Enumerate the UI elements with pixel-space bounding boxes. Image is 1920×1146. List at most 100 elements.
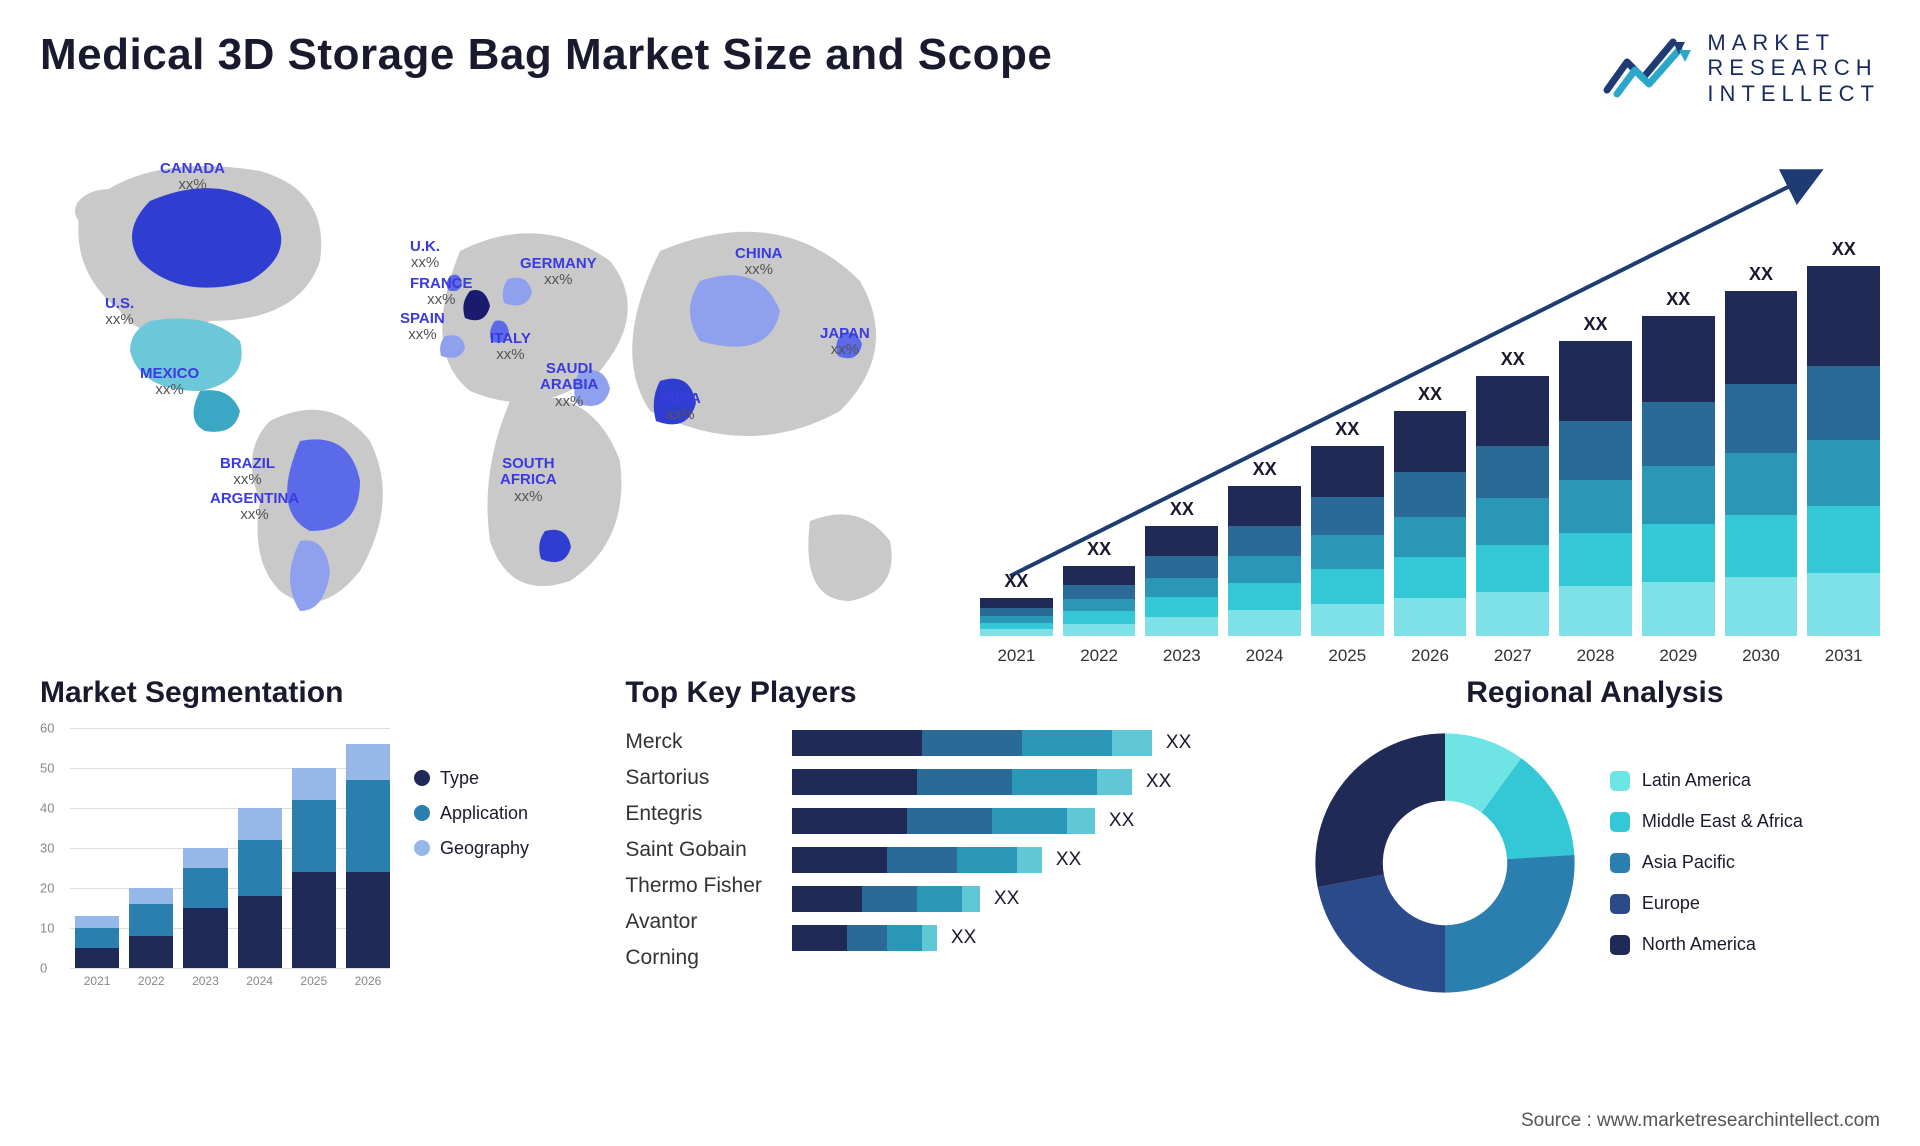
forecast-year-label: 2030 (1725, 646, 1798, 666)
forecast-bar: XX (1642, 289, 1715, 636)
segmentation-bar (346, 744, 390, 968)
world-map-svg (40, 136, 940, 666)
forecast-bar-value: XX (1501, 349, 1525, 370)
forecast-bar: XX (1807, 239, 1880, 636)
legend-item: Geography (414, 838, 529, 859)
logo-text: MARKET RESEARCH INTELLECT (1707, 30, 1880, 106)
map-label: SAUDIARABIAxx% (540, 361, 598, 411)
forecast-year-label: 2027 (1476, 646, 1549, 666)
forecast-bar-value: XX (1666, 289, 1690, 310)
regional-legend: Latin AmericaMiddle East & AfricaAsia Pa… (1610, 770, 1803, 955)
forecast-bar-value: XX (1170, 499, 1194, 520)
forecast-bar: XX (980, 571, 1053, 636)
forecast-year-label: 2022 (1063, 646, 1136, 666)
player-bar-row: XX (792, 730, 1270, 756)
forecast-year-label: 2026 (1394, 646, 1467, 666)
player-name: Saint Gobain (625, 838, 762, 862)
top-row: CANADAxx% U.S.xx% MEXICOxx% BRAZILxx%ARGENT… (40, 136, 1880, 666)
forecast-bar-value: XX (1749, 264, 1773, 285)
forecast-bar-value: XX (1004, 571, 1028, 592)
forecast-bar: XX (1063, 539, 1136, 636)
forecast-year-label: 2031 (1807, 646, 1880, 666)
donut-slice (1315, 733, 1445, 887)
player-name: Sartorius (625, 766, 762, 790)
forecast-bar-value: XX (1832, 239, 1856, 260)
segmentation-chart: 0102030405060202120222023202420252026 (40, 728, 390, 988)
map-label: GERMANYxx% (520, 256, 597, 289)
forecast-bar: XX (1476, 349, 1549, 636)
player-name: Entegris (625, 802, 762, 826)
player-name: Avantor (625, 910, 762, 934)
legend-item: Application (414, 803, 529, 824)
legend-item: Type (414, 768, 529, 789)
segmentation-bar (238, 808, 282, 968)
player-bar-row: XX (792, 886, 1270, 912)
player-name: Thermo Fisher (625, 874, 762, 898)
header: Medical 3D Storage Bag Market Size and S… (40, 30, 1880, 106)
map-label: SPAINxx% (400, 311, 445, 344)
forecast-bar: XX (1311, 419, 1384, 636)
forecast-year-label: 2028 (1559, 646, 1632, 666)
player-name: Corning (625, 946, 762, 970)
player-bar-row: XX (792, 808, 1270, 834)
world-map: CANADAxx% U.S.xx% MEXICOxx% BRAZILxx%ARGENT… (40, 136, 940, 666)
segmentation-title: Market Segmentation (40, 676, 585, 710)
regional-panel: Regional Analysis Latin AmericaMiddle Ea… (1310, 676, 1880, 998)
key-players-title: Top Key Players (625, 676, 1270, 710)
segmentation-legend: Type Application Geography (414, 728, 529, 988)
brand-logo: MARKET RESEARCH INTELLECT (1603, 30, 1880, 106)
player-name: Merck (625, 730, 762, 754)
map-label: ARGENTINAxx% (210, 491, 299, 524)
segmentation-bar (292, 768, 336, 968)
map-label: JAPANxx% (820, 326, 870, 359)
map-label: U.S.xx% (105, 296, 134, 329)
forecast-bar: XX (1228, 459, 1301, 636)
forecast-bar-value: XX (1335, 419, 1359, 440)
source-credit: Source : www.marketresearchintellect.com (1521, 1110, 1880, 1132)
regional-donut-chart (1310, 728, 1580, 998)
legend-item: Europe (1610, 893, 1803, 914)
forecast-year-label: 2023 (1145, 646, 1218, 666)
donut-slice (1445, 855, 1575, 993)
legend-item: Latin America (1610, 770, 1803, 791)
key-players-bars: XX XX XX XX XX XX (792, 728, 1270, 970)
forecast-bar: XX (1559, 314, 1632, 636)
segmentation-bar (183, 848, 227, 968)
logo-line3: INTELLECT (1707, 81, 1880, 106)
map-label: ITALYxx% (490, 331, 531, 364)
map-label: BRAZILxx% (220, 456, 275, 489)
player-bar-row: XX (792, 769, 1270, 795)
map-label: MEXICOxx% (140, 366, 199, 399)
legend-item: North America (1610, 934, 1803, 955)
key-players-names: Merck Sartorius Entegris Saint Gobain Thermo… (625, 728, 762, 970)
map-label: INDIAxx% (660, 391, 701, 424)
bottom-row: Market Segmentation 01020304050602021202… (40, 676, 1880, 998)
regional-title: Regional Analysis (1310, 676, 1880, 710)
map-label: U.K.xx% (410, 239, 440, 272)
segmentation-bar (75, 916, 119, 968)
forecast-bar: XX (1725, 264, 1798, 636)
forecast-bar-value: XX (1253, 459, 1277, 480)
map-label: CHINAxx% (735, 246, 783, 279)
legend-item: Asia Pacific (1610, 852, 1803, 873)
forecast-year-label: 2029 (1642, 646, 1715, 666)
map-label: CANADAxx% (160, 161, 225, 194)
forecast-year-label: 2025 (1311, 646, 1384, 666)
forecast-bar-value: XX (1584, 314, 1608, 335)
donut-slice (1318, 875, 1445, 993)
player-bar-row: XX (792, 925, 1270, 951)
forecast-bar: XX (1145, 499, 1218, 636)
forecast-bar: XX (1394, 384, 1467, 636)
forecast-chart: XXXXXXXXXXXXXXXXXXXXXX 20212022202320242… (980, 136, 1880, 666)
map-label: SOUTHAFRICAxx% (500, 456, 557, 506)
logo-line1: MARKET (1707, 30, 1880, 55)
segmentation-bar (129, 888, 173, 968)
logo-icon (1603, 32, 1693, 104)
logo-line2: RESEARCH (1707, 55, 1880, 80)
page-title: Medical 3D Storage Bag Market Size and S… (40, 30, 1052, 80)
map-label: FRANCExx% (410, 276, 473, 309)
segmentation-panel: Market Segmentation 01020304050602021202… (40, 676, 585, 998)
forecast-bar-value: XX (1087, 539, 1111, 560)
forecast-bar-value: XX (1418, 384, 1442, 405)
player-bar-row: XX (792, 847, 1270, 873)
